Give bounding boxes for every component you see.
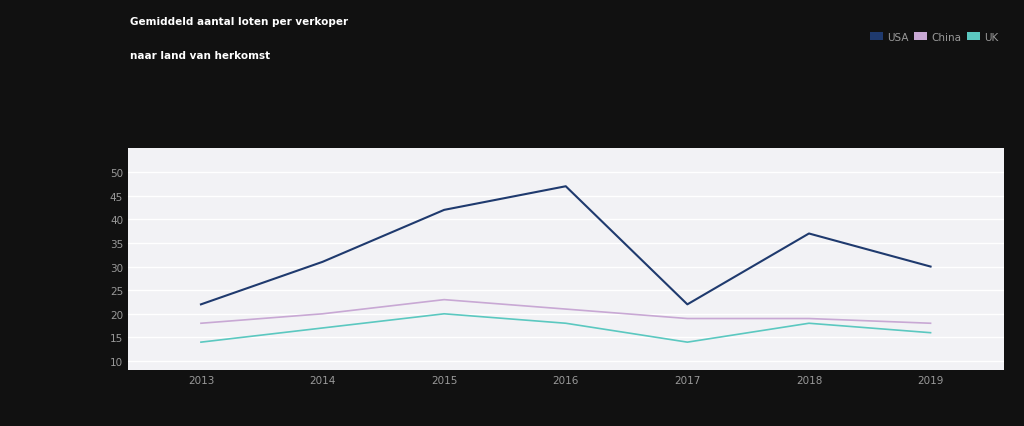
Text: Gemiddeld aantal loten per verkoper: Gemiddeld aantal loten per verkoper bbox=[130, 17, 348, 27]
Legend: USA, China, UK: USA, China, UK bbox=[870, 32, 998, 43]
Text: naar land van herkomst: naar land van herkomst bbox=[130, 51, 270, 61]
